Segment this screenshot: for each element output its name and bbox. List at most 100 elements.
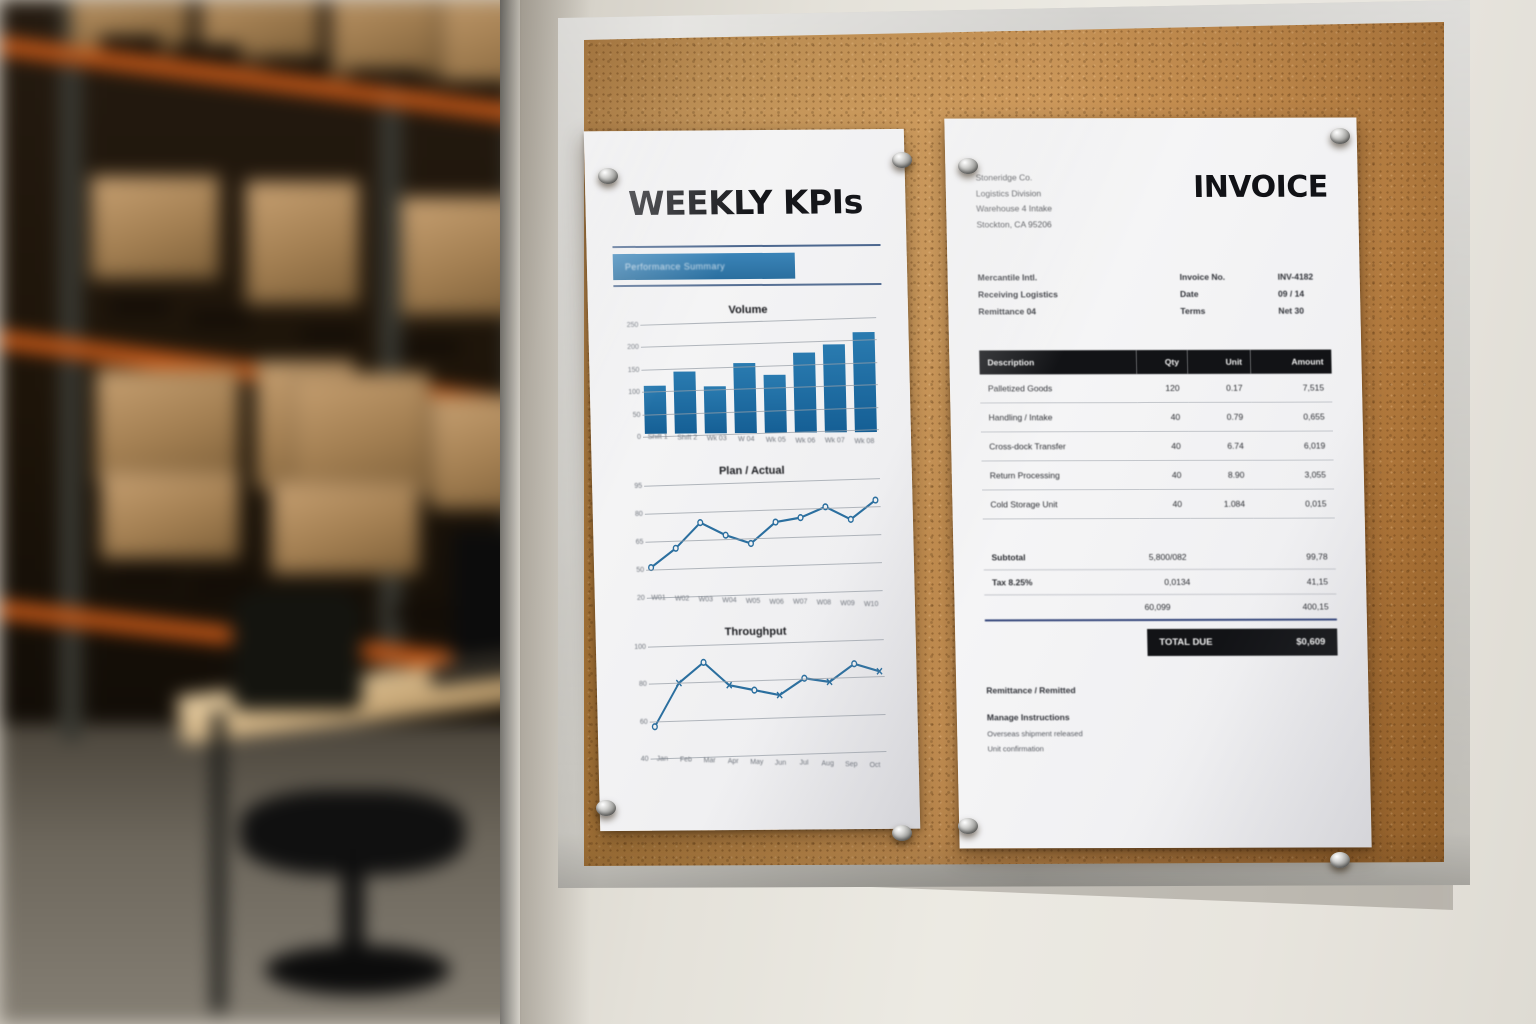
x-axis-tick-label: Feb — [679, 756, 693, 764]
x-axis-tick-label: Jul — [799, 759, 809, 767]
y-axis-tick-label: 50 — [636, 566, 645, 574]
cardboard-box — [290, 372, 430, 497]
footer-note-2: Unit confirmation — [987, 744, 1044, 754]
cell-unit: 6.74 — [1188, 431, 1253, 461]
pushpin[interactable] — [892, 152, 912, 168]
x-axis-tick-label: W10 — [863, 601, 879, 609]
cell-unit: 0.79 — [1187, 402, 1252, 432]
x-axis-tick-label: W02 — [674, 595, 690, 603]
x-axis-tick-label: Wk 08 — [854, 438, 875, 446]
meta-label: Terms — [1180, 305, 1206, 316]
bill-to-line: Receiving Logistics — [977, 289, 1058, 300]
cell-qty: 120 — [1136, 373, 1188, 403]
y-axis-tick-label: 0 — [636, 433, 642, 441]
cell-amount: 6,019 — [1251, 430, 1334, 461]
cell-description: Return Processing — [981, 460, 1139, 490]
bar — [852, 332, 877, 433]
total-mid: 60,099 — [1144, 601, 1171, 612]
pallet — [395, 605, 457, 621]
data-point-marker — [872, 496, 879, 504]
cell-unit: 8.90 — [1189, 460, 1253, 490]
column-header: Unit — [1186, 349, 1251, 374]
bar-x-axis-labels: Shift 1 Shift 2 Wk 03 W 04 Wk 05 Wk 06 Wk 07 Wk… — [643, 432, 879, 448]
total-row: Subtotal 5,800/082 99,78 — [983, 544, 1336, 571]
table-header-row: Description Qty Unit Amount — [979, 349, 1332, 375]
pallet — [265, 58, 330, 72]
column-header: Amount — [1249, 349, 1332, 374]
total-mid: 0,0134 — [1164, 576, 1191, 587]
pushpin[interactable] — [892, 825, 912, 841]
cell-description: Handling / Intake — [980, 402, 1138, 432]
bulletin-board: WEEKLY KPIs Performance Summary Volume 2… — [540, 0, 1480, 1024]
y-axis-tick-label: 95 — [634, 482, 643, 490]
y-axis-tick-label: 100 — [628, 389, 640, 397]
cell-description: Palletized Goods — [979, 373, 1137, 403]
meta-value: 09 / 14 — [1277, 288, 1305, 299]
address-line: Stoneridge Co. — [975, 172, 1033, 183]
rack-upright — [60, 0, 82, 740]
office-chair-base — [265, 945, 450, 995]
pallet — [300, 328, 360, 342]
invoice-poster[interactable]: Stoneridge Co. Logistics Division Warehous… — [944, 117, 1372, 849]
y-axis-tick-label: 200 — [627, 344, 639, 352]
total-label: Tax 8.25% — [991, 577, 1033, 588]
data-point-marker — [747, 539, 754, 548]
pushpin[interactable] — [958, 158, 978, 174]
x-axis-tick-label: W07 — [793, 598, 808, 607]
table-row: Cold Storage Unit 40 1.084 0,015 — [982, 488, 1335, 519]
y-axis-tick-label: 60 — [639, 718, 648, 726]
x-axis-tick-label: May — [750, 758, 764, 766]
pushpin[interactable] — [958, 818, 978, 834]
table-body: Palletized Goods 120 0.17 7,515 Handling… — [979, 373, 1335, 519]
meta-value: INV-4182 — [1277, 271, 1314, 282]
line-path — [654, 661, 880, 728]
address-line: Warehouse 4 Intake — [976, 203, 1053, 214]
bar — [822, 344, 847, 433]
total-row: Tax 8.25% 0,0134 41,15 — [983, 569, 1337, 596]
bar — [703, 386, 727, 434]
pallet — [190, 312, 250, 326]
chart-plan-actual: Plan / Actual 95 80 65 50 20 W01 W02 W03 W04 W05… — [618, 464, 889, 609]
bar — [763, 374, 787, 433]
cardboard-box — [270, 480, 420, 575]
cardboard-box — [100, 470, 240, 560]
meta-label: Date — [1179, 288, 1199, 299]
invoice-meta-values: Invoice No. Date Terms INV-4182 09 / 14 Net … — [1180, 268, 1331, 319]
data-point-marker — [826, 678, 833, 686]
wall-corner-edge — [500, 0, 522, 1024]
cell-amount: 7,515 — [1250, 373, 1333, 403]
cardboard-box — [245, 180, 360, 305]
y-axis-tick-label: 20 — [636, 594, 645, 602]
y-axis-tick-label: 150 — [627, 366, 640, 374]
total-amount: 400,15 — [1302, 601, 1329, 612]
meta-label: Invoice No. — [1179, 271, 1226, 282]
chart-throughput: Throughput 100 80 60 40 Jan Feb Mar Apr May Jun J… — [621, 625, 892, 770]
x-axis-tick-label: Aug — [821, 760, 835, 768]
meta-value: Net 30 — [1278, 305, 1305, 316]
invoice-title: INVOICE — [1192, 169, 1329, 205]
pushpin[interactable] — [598, 168, 618, 184]
cell-amount: 0,655 — [1250, 401, 1333, 432]
pushpin[interactable] — [1330, 128, 1350, 144]
invoice-header: Stoneridge Co. Logistics Division Warehous… — [975, 170, 1328, 234]
x-axis-tick-label: W04 — [722, 596, 737, 604]
data-point-marker — [751, 686, 758, 694]
line-items-table: Description Qty Unit Amount Palletized Good… — [979, 349, 1335, 519]
footer-line-1: Remittance / Remitted — [986, 685, 1076, 696]
address-line: Logistics Division — [975, 188, 1042, 199]
x-axis-tick-label: Jun — [774, 759, 787, 767]
y-axis-tick-label: 250 — [626, 321, 639, 329]
kpi-poster[interactable]: WEEKLY KPIs Performance Summary Volume 2… — [583, 128, 921, 832]
x-axis-tick-label: Wk 03 — [706, 435, 727, 443]
summary-bar: Performance Summary — [612, 252, 796, 281]
cell-description: Cold Storage Unit — [982, 489, 1140, 519]
line-series-1 — [648, 496, 879, 572]
pallet — [175, 45, 240, 59]
pushpin[interactable] — [1330, 852, 1350, 868]
cardboard-box — [90, 175, 220, 280]
chart-title: Plan / Actual — [718, 464, 785, 478]
total-due-bar: TOTAL DUE $0,609 — [1146, 628, 1338, 656]
data-point-marker — [651, 723, 658, 731]
bar-series — [642, 320, 877, 434]
pushpin[interactable] — [596, 800, 616, 816]
